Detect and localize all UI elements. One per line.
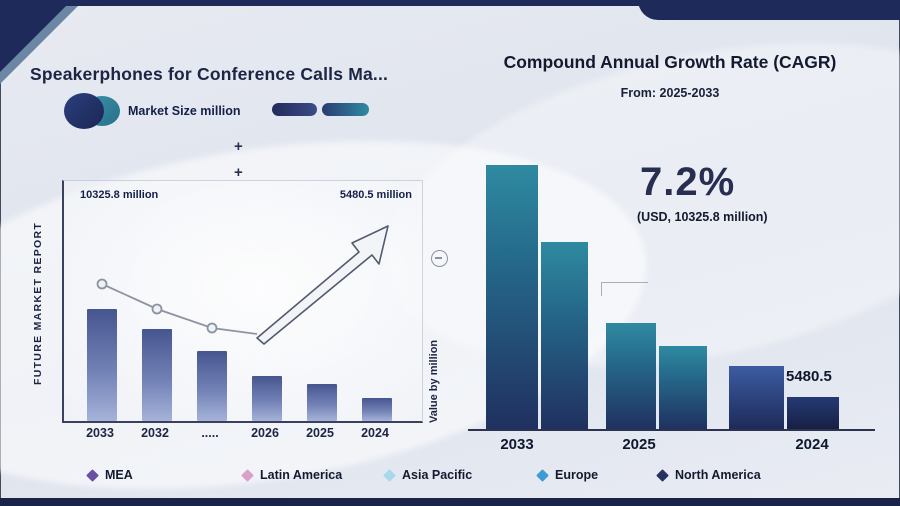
market-chart-title: Speakerphones for Conference Calls Ma... [30,63,389,84]
cagr-x-label-2024: 2024 [795,436,829,453]
legend-label-latin-america: Latin America [260,468,343,482]
cagr-bar-3 [659,346,707,430]
cagr-x-axis-line [468,429,875,431]
market-x-label-2032: 2032 [141,426,169,440]
cagr-header: Compound Annual Growth Rate (CAGR) From:… [452,52,888,100]
trend-marker [96,278,108,290]
market-size-cylinder-icon [64,93,120,129]
decorative-pill-teal [322,103,369,116]
legend-marker-latin-america [241,468,254,482]
cagr-x-label-2025: 2025 [622,436,656,453]
market-x-label-2025: 2025 [306,426,334,440]
max-value-annotation: 10325.8 million [80,189,159,201]
market-x-label-.....: ..... [201,426,219,440]
min-value-annotation: 5480.5 million [339,189,412,201]
plus-mark: + [234,163,243,181]
trend-marker [206,322,218,334]
growth-arrow-icon [256,225,389,345]
market-size-legend-label: Market Size million [128,104,241,118]
market-size-bar-2033 [87,309,117,421]
legend-label-north-america: North America [675,468,761,482]
market-size-bar-2024 [362,398,392,421]
legend-label-asia-pacific: Asia Pacific [402,468,473,482]
cagr-x-axis-labels: 2033 2025 2024 [0,436,900,456]
cagr-x-label-2033: 2033 [500,436,534,453]
market-size-bars [64,181,422,421]
market-x-label-2026: 2026 [251,426,279,440]
legend-item-europe: Europe [536,466,599,484]
step-line-decoration [601,282,648,296]
market-size-bar-2026 [252,376,282,421]
trend-line-arrow [96,225,389,345]
legend-marker-mea [86,468,99,482]
cagr-bar-2 [606,323,656,430]
cagr-percentage: 7.2% [640,160,736,204]
cagr-bar-1 [541,242,588,430]
cagr-bar-0 [486,165,538,430]
legend-label-mea: MEA [105,468,133,482]
decorative-pill-navy [272,103,317,116]
market-size-bar-..... [197,351,227,421]
legend-marker-europe [536,468,549,482]
market-size-bar-2032 [142,329,172,421]
market-size-x-axis: 2033 2032..... 2026 2025 2024 [62,426,420,444]
legend-marker-north-america [656,468,669,482]
market-size-bar-2025 [307,384,337,421]
corner-wedge-dark [0,0,72,72]
legend-item-asia-pacific: Asia Pacific [383,466,473,484]
market-size-bar-chart: 10325.8 million 5480.5 million [62,180,423,423]
plus-decoration: + + [234,134,243,185]
cagr-usd-detail: (USD, 10325.8 million) [637,210,768,224]
legend-marker-asia-pacific [383,468,396,482]
legend-item-latin-america: Latin America [241,466,343,484]
bar-value-label: 5480.5 [786,368,832,385]
cagr-bar-4 [729,366,784,430]
trend-marker [151,303,163,315]
bottom-border-bar [0,498,900,506]
legend-item-north-america: North America [656,466,761,484]
cagr-subtitle: From: 2025-2033 [620,86,720,100]
cagr-bar-5 [787,397,839,430]
plus-mark: + [234,138,243,155]
minus-circle-icon [431,250,448,267]
market-x-label-2024: 2024 [361,426,389,440]
trend-line [101,283,258,335]
top-border-bar [0,0,900,6]
cagr-title: Compound Annual Growth Rate (CAGR) [503,52,837,72]
legend-label-europe: Europe [555,468,599,482]
market-x-label-2033: 2033 [86,426,114,440]
legend-item-mea: MEA [86,466,133,484]
top-right-band [638,0,900,20]
region-legend: MEA Latin America Asia Pacific Europe North … [0,466,900,488]
